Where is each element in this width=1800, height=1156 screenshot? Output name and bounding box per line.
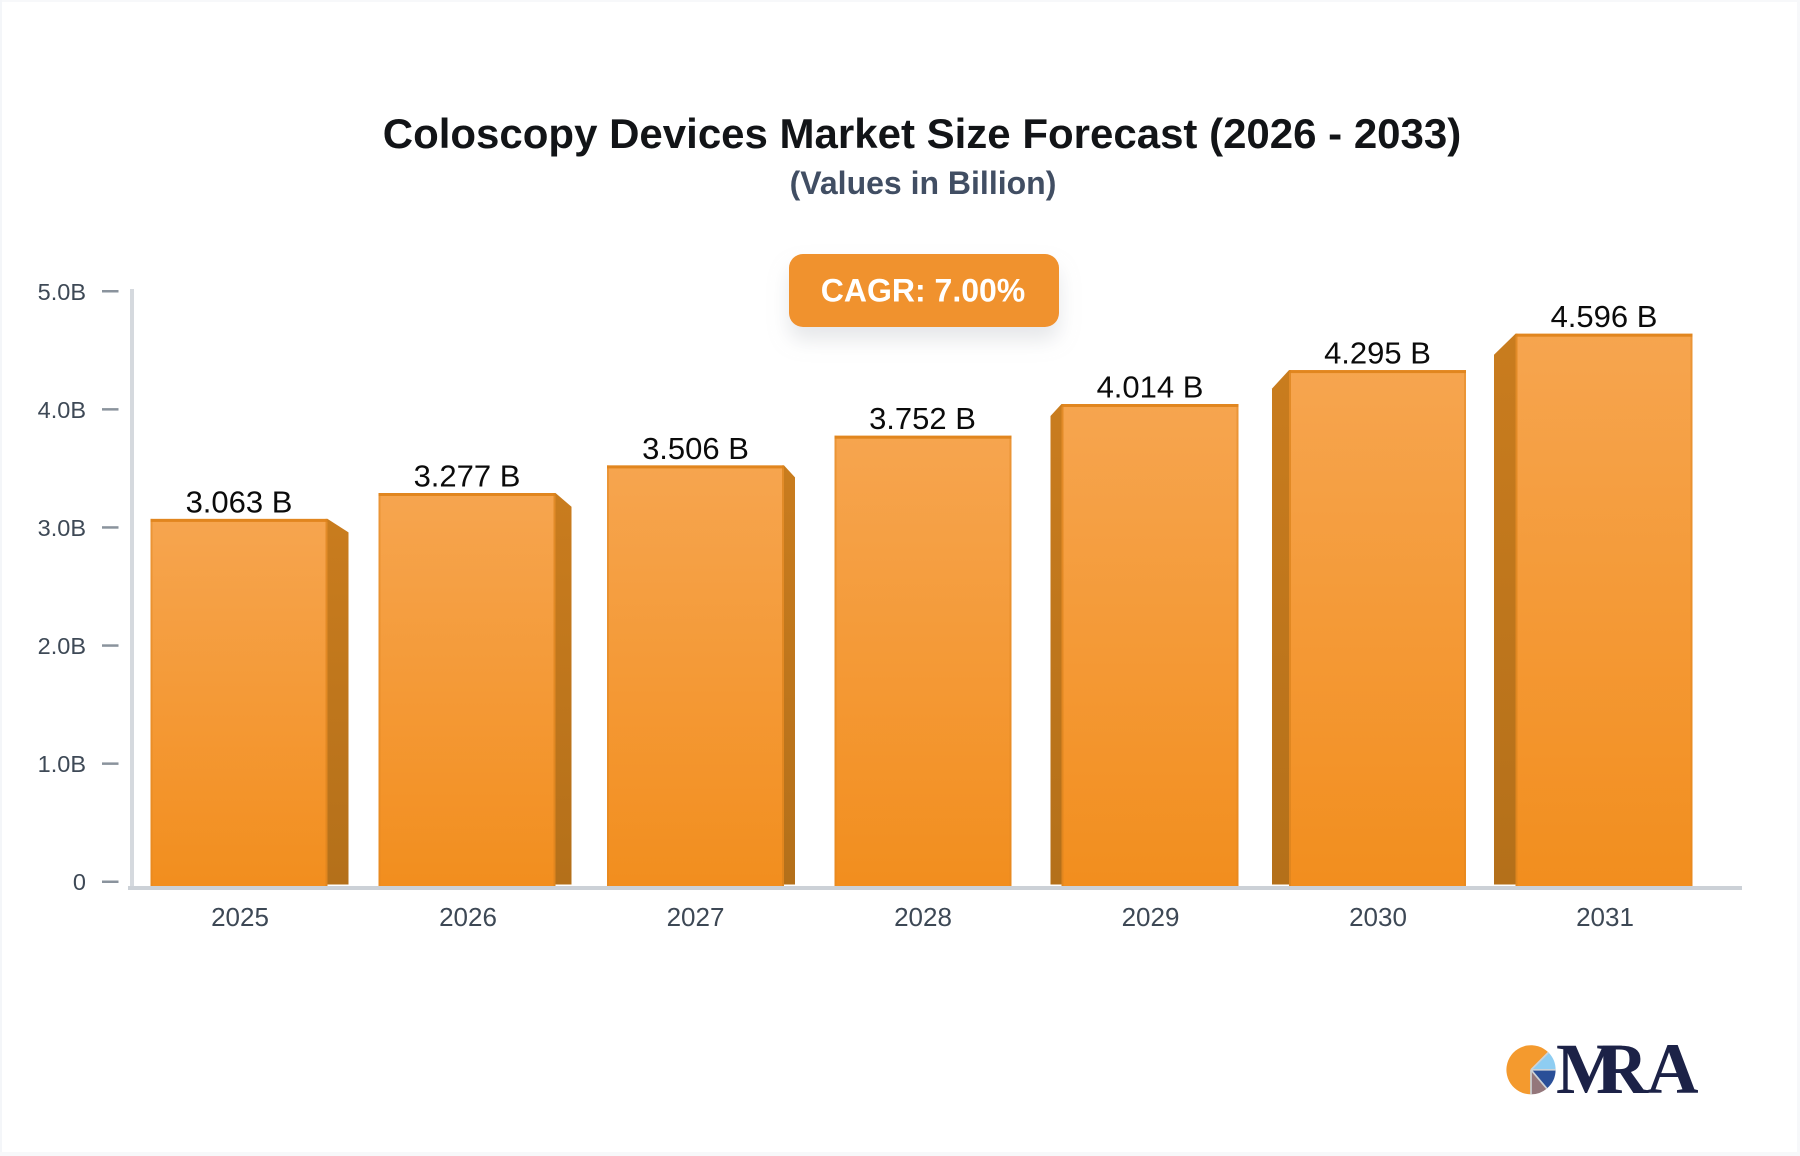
svg-text:4.596 B: 4.596 B	[1551, 299, 1658, 334]
svg-text:5.0B: 5.0B	[38, 279, 86, 305]
svg-text:2026: 2026	[439, 902, 497, 932]
svg-text:2027: 2027	[667, 902, 725, 932]
svg-text:MRA: MRA	[1556, 1029, 1699, 1109]
svg-text:(Values in Billion): (Values in Billion)	[790, 165, 1057, 201]
svg-text:2030: 2030	[1349, 902, 1407, 932]
svg-text:3.506 B: 3.506 B	[642, 431, 749, 466]
svg-text:3.277 B: 3.277 B	[414, 459, 521, 494]
svg-text:CAGR: 7.00%: CAGR: 7.00%	[821, 273, 1026, 309]
svg-text:3.0B: 3.0B	[38, 515, 86, 541]
svg-text:2029: 2029	[1122, 902, 1180, 932]
svg-text:2031: 2031	[1576, 902, 1634, 932]
svg-text:1.0B: 1.0B	[38, 751, 86, 777]
svg-text:4.0B: 4.0B	[38, 397, 86, 423]
svg-text:4.014 B: 4.014 B	[1097, 370, 1204, 405]
svg-text:3.752 B: 3.752 B	[869, 401, 976, 436]
svg-text:4.295 B: 4.295 B	[1324, 336, 1431, 371]
svg-text:2025: 2025	[211, 902, 269, 932]
svg-text:3.063 B: 3.063 B	[186, 484, 293, 519]
svg-text:2.0B: 2.0B	[38, 633, 86, 659]
svg-text:0: 0	[73, 869, 86, 895]
svg-text:2028: 2028	[894, 902, 952, 932]
svg-text:Coloscopy Devices Market Size: Coloscopy Devices Market Size Forecast (…	[383, 110, 1462, 157]
